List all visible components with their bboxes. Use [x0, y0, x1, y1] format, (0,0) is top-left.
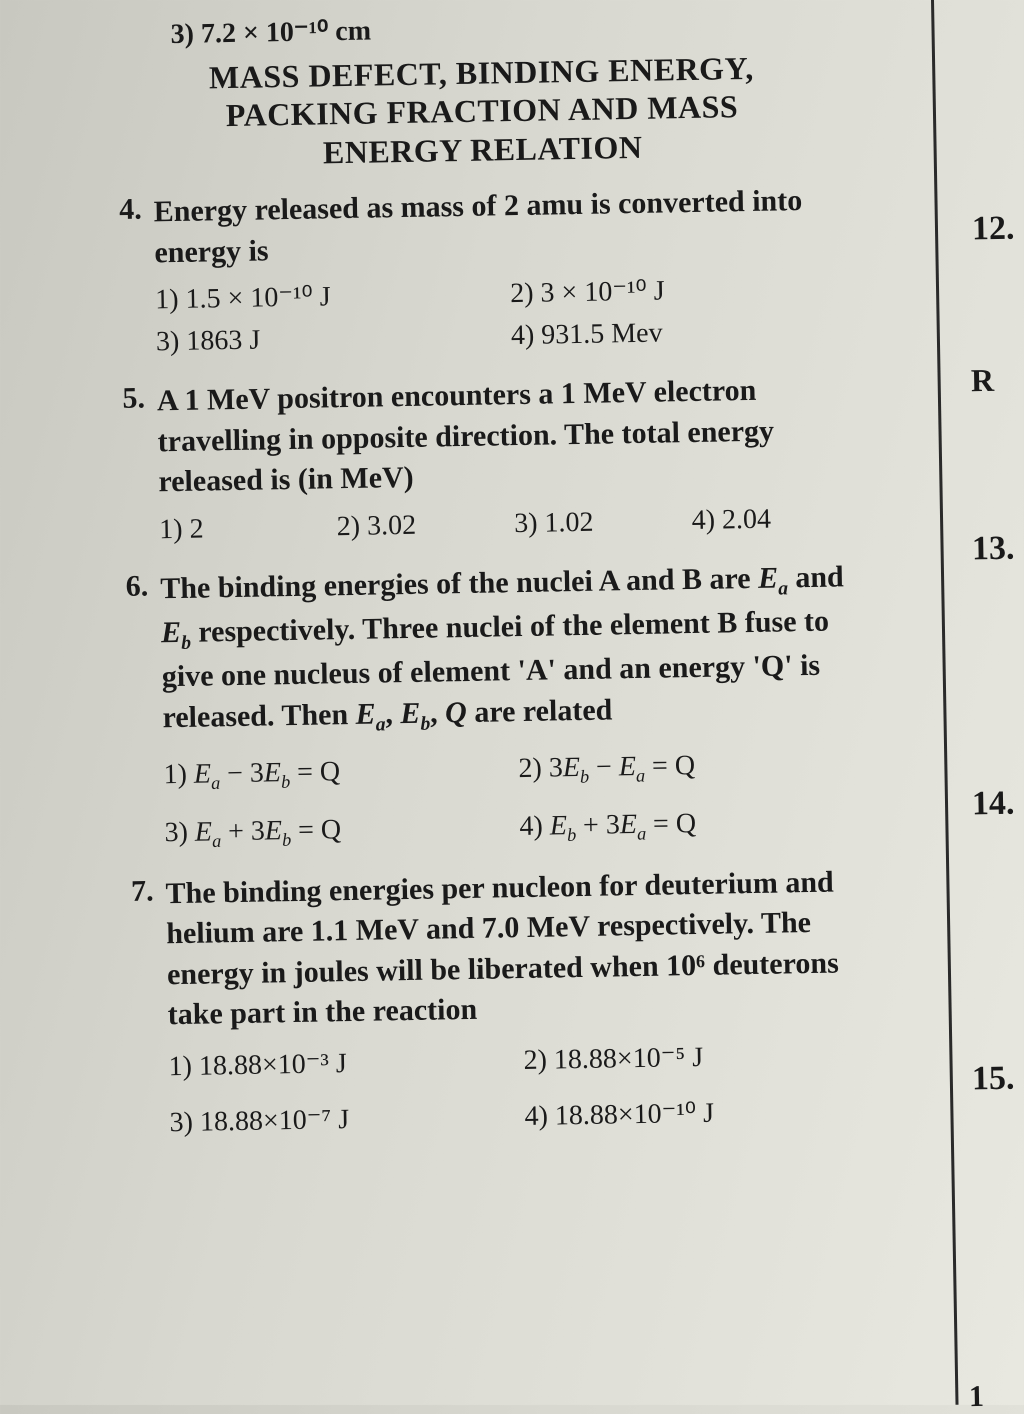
q6-opt1-pre: 1): [163, 759, 194, 791]
q6-opt3-subb: b: [282, 830, 291, 850]
q6-opt2-pre: 2) 3: [518, 752, 563, 784]
q6-opt1-suba: a: [211, 773, 220, 793]
q6-opt3-suba: a: [212, 831, 221, 851]
q5-number: 5.: [107, 381, 158, 416]
q5-opt3: 3) 1.02: [514, 500, 692, 545]
q6-opt4-subb: b: [567, 825, 576, 845]
q5-text: A 1 MeV positron encounters a 1 MeV elec…: [157, 369, 869, 503]
q6-eb: E: [161, 616, 182, 649]
q4-opt3: 3) 1863 J: [156, 315, 512, 363]
q6-opt3-mid: + 3: [221, 816, 265, 848]
q4-opt2: 2) 3 × 10⁻¹⁰ J: [510, 267, 866, 315]
q6-opt2: 2) 3Eb − Ea = Q: [518, 742, 874, 792]
q6-opt1-eb: E: [264, 757, 282, 788]
q6-opt2-suba: a: [636, 766, 645, 786]
q6-sub-a: a: [778, 578, 788, 599]
q6-opt3-ea: E: [195, 816, 213, 847]
q6-comma2: ,: [430, 696, 446, 729]
question-7: 7. The binding energies per nucleon for …: [115, 862, 880, 1145]
q6-opt1-end: = Q: [290, 756, 341, 788]
q7-opt2: 2) 18.88×10⁻⁵ J: [523, 1034, 879, 1082]
q6-rel-a: a: [376, 714, 386, 735]
q5-opt4: 4) 2.04: [691, 497, 869, 542]
question-6: 6. The binding energies of the nuclei A …: [110, 557, 875, 857]
next-col-q12: 12.: [971, 210, 1014, 249]
q6-opt4-eb: E: [550, 810, 568, 841]
q5-opt2: 2) 3.02: [336, 503, 514, 548]
next-col-partial: 1: [969, 1380, 985, 1414]
q6-text-pre: The binding energies of the nuclei A and…: [160, 562, 758, 605]
question-5: 5. A 1 MeV positron encounters a 1 MeV e…: [107, 369, 870, 552]
q6-ea: E: [758, 561, 779, 594]
q6-opt4: 4) Eb + 3Ea = Q: [519, 800, 875, 850]
q6-opt4-ea: E: [620, 809, 638, 840]
section-heading: MASS DEFECT, BINDING ENERGY, PACKING FRA…: [101, 47, 863, 175]
next-col-q14: 14.: [971, 785, 1014, 824]
q6-comma1: ,: [385, 697, 401, 730]
q6-opt1-ea: E: [194, 759, 212, 790]
q4-opt1: 1) 1.5 × 10⁻¹⁰ J: [155, 273, 511, 321]
prev-question-option: 3) 7.2 × 10⁻¹⁰ cm: [170, 5, 860, 51]
q4-opt4: 4) 931.5 Mev: [511, 309, 867, 357]
column-divider: [931, 0, 959, 1405]
q6-opt4-mid: + 3: [576, 809, 620, 841]
q6-rel-eb: E: [400, 697, 421, 730]
q6-opt3: 3) Ea + 3Eb = Q: [164, 806, 520, 856]
q5-opt1: 1) 2: [159, 506, 337, 551]
q6-opt2-mid: −: [589, 751, 619, 783]
next-col-r: R: [971, 362, 995, 399]
q6-and: and: [788, 560, 844, 594]
q6-opt4-end: = Q: [646, 808, 697, 840]
question-4: 4. Energy released as mass of 2 amu is c…: [103, 180, 866, 364]
next-col-q13: 13.: [971, 530, 1014, 569]
q6-opt2-eb: E: [563, 752, 581, 783]
q7-opt4: 4) 18.88×10⁻¹⁰ J: [524, 1090, 880, 1138]
q7-opt1: 1) 18.88×10⁻³ J: [168, 1040, 524, 1088]
q6-opt4-pre: 4): [519, 811, 550, 843]
q6-sub-b: b: [181, 633, 191, 654]
page-content: 3) 7.2 × 10⁻¹⁰ cm MASS DEFECT, BINDING E…: [0, 0, 921, 1185]
q7-opt3: 3) 18.88×10⁻⁷ J: [169, 1096, 525, 1144]
q6-q: Q: [445, 696, 467, 729]
q6-opt2-ea: E: [619, 751, 637, 782]
q4-text: Energy released as mass of 2 amu is conv…: [153, 180, 864, 273]
q6-rel-ea: E: [355, 697, 376, 730]
q6-opt1-mid: − 3: [220, 758, 264, 790]
next-col-q15: 15.: [971, 1060, 1014, 1099]
q6-opt3-pre: 3): [164, 817, 195, 849]
q6-opt3-end: = Q: [291, 814, 342, 846]
q6-number: 6.: [110, 569, 161, 604]
q6-opt1-subb: b: [281, 772, 290, 792]
q6-text: The binding energies of the nuclei A and…: [160, 557, 873, 743]
q4-number: 4.: [103, 193, 154, 228]
q6-text-end: are related: [466, 693, 612, 729]
q6-opt2-subb: b: [580, 767, 589, 787]
q6-opt1: 1) Ea − 3Eb = Q: [163, 748, 519, 798]
q7-number: 7.: [115, 874, 166, 909]
q6-opt2-end: = Q: [645, 750, 696, 782]
q6-opt3-eb: E: [265, 815, 283, 846]
q7-text: The binding energies per nucleon for deu…: [165, 862, 878, 1036]
q6-opt4-suba: a: [637, 823, 646, 843]
q6-rel-b: b: [420, 713, 430, 734]
